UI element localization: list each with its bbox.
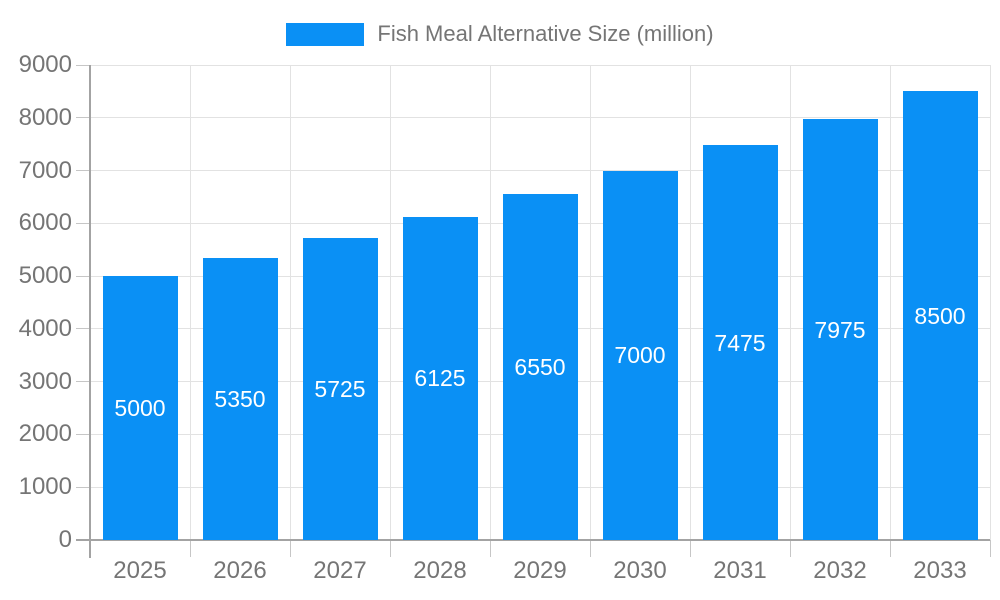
gridline-vertical xyxy=(589,65,591,540)
x-axis-tick-label: 2031 xyxy=(713,557,767,584)
y-axis-tick-label: 4000 xyxy=(18,314,72,342)
y-axis-tick xyxy=(76,486,90,488)
x-axis-tick-label: 2026 xyxy=(213,557,267,584)
x-axis-tick-label: 2029 xyxy=(513,557,567,584)
bar-2027[interactable] xyxy=(302,237,378,540)
bar-2028[interactable] xyxy=(402,216,478,540)
bar-2031[interactable] xyxy=(702,145,778,540)
y-axis-tick-label: 6000 xyxy=(18,209,72,237)
y-axis-tick xyxy=(76,117,90,119)
x-axis-tick xyxy=(889,540,891,557)
gridline-vertical xyxy=(489,65,491,540)
y-axis-tick xyxy=(76,433,90,435)
y-axis-tick-label: 5000 xyxy=(18,262,72,290)
y-axis-tick-label: 8000 xyxy=(18,103,72,131)
x-axis-tick xyxy=(989,540,991,557)
bar-value-label: 5350 xyxy=(214,385,266,412)
gridline-vertical xyxy=(189,65,191,540)
y-axis-tick xyxy=(76,64,90,66)
gridline-horizontal xyxy=(90,117,990,119)
x-axis-line xyxy=(76,539,990,541)
gridline-horizontal xyxy=(90,64,990,66)
y-axis-tick-label: 9000 xyxy=(18,51,72,78)
legend-swatch xyxy=(286,22,365,46)
bar-value-label: 7475 xyxy=(714,329,766,356)
y-axis-tick xyxy=(76,170,90,172)
x-axis-tick-label: 2028 xyxy=(413,557,467,584)
bar-value-label: 8500 xyxy=(914,302,966,329)
x-axis-tick xyxy=(589,540,591,557)
y-axis-tick-label: 3000 xyxy=(18,367,72,395)
bar-value-label: 6125 xyxy=(414,365,466,392)
legend-label: Fish Meal Alternative Size (million) xyxy=(377,21,714,46)
bar-2025[interactable] xyxy=(102,276,178,540)
x-axis-tick-label: 2027 xyxy=(313,557,367,584)
y-axis-line xyxy=(89,65,91,558)
x-axis-tick-label: 2030 xyxy=(613,557,667,584)
bar-2033[interactable] xyxy=(902,91,978,540)
y-axis-tick xyxy=(76,381,90,383)
x-axis-tick xyxy=(389,540,391,557)
gridline-vertical xyxy=(889,65,891,540)
y-axis-tick-label: 1000 xyxy=(18,473,72,501)
x-axis-tick-label: 2033 xyxy=(913,557,967,584)
x-axis-tick xyxy=(289,540,291,557)
gridline-vertical xyxy=(989,65,991,540)
bar-2029[interactable] xyxy=(502,194,578,540)
gridline-vertical xyxy=(689,65,691,540)
y-axis-tick xyxy=(76,275,90,277)
y-axis-tick-label: 2000 xyxy=(18,420,72,448)
gridline-vertical xyxy=(389,65,391,540)
bar-2032[interactable] xyxy=(802,119,878,540)
x-axis-tick xyxy=(489,540,491,557)
gridline-vertical xyxy=(289,65,291,540)
bar-2030[interactable] xyxy=(602,170,678,540)
gridline-vertical xyxy=(789,65,791,540)
bar-value-label: 6550 xyxy=(514,354,566,381)
y-axis-tick-label: 0 xyxy=(58,526,72,553)
bar-value-label: 7975 xyxy=(814,316,866,343)
x-axis-tick xyxy=(189,540,191,557)
x-axis-tick-label: 2025 xyxy=(113,557,167,584)
y-axis-tick-label: 7000 xyxy=(18,156,72,184)
bar-value-label: 5725 xyxy=(314,375,366,402)
bar-value-label: 7000 xyxy=(614,342,666,369)
y-axis-tick xyxy=(76,328,90,330)
x-axis-tick xyxy=(689,540,691,557)
bar-2026[interactable] xyxy=(202,257,278,540)
bar-value-label: 5000 xyxy=(114,395,166,422)
gridline-horizontal xyxy=(90,170,990,172)
x-axis-tick xyxy=(789,540,791,557)
x-axis-tick-label: 2032 xyxy=(813,557,867,584)
legend[interactable]: Fish Meal Alternative Size (million) xyxy=(0,18,1000,50)
y-axis-tick xyxy=(76,222,90,224)
